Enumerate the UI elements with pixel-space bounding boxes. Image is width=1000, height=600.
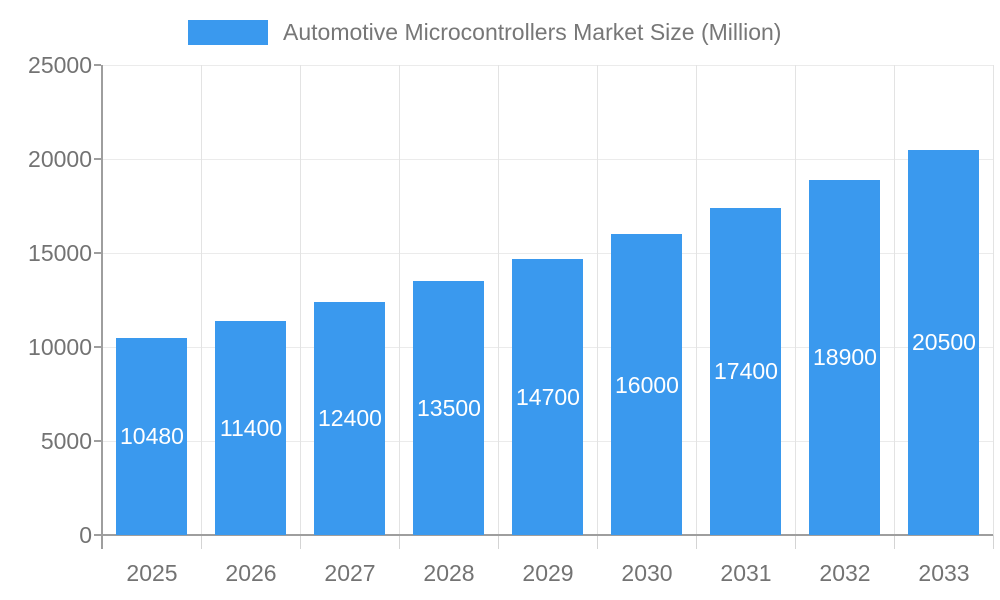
x-axis-tick-label: 2031: [720, 560, 772, 586]
y-axis-tick-label: 20000: [28, 146, 92, 172]
x-axis-tick: [300, 535, 301, 549]
gridline-horizontal: [102, 65, 993, 66]
y-axis-tick: [94, 64, 101, 66]
legend-swatch: [188, 20, 268, 45]
x-axis-tick: [201, 535, 202, 549]
bar[interactable]: [413, 281, 484, 535]
gridline-vertical: [993, 65, 994, 535]
bar[interactable]: [512, 259, 583, 535]
y-axis-tick: [94, 440, 101, 442]
bar[interactable]: [215, 321, 286, 535]
x-axis-tick: [993, 535, 994, 549]
x-axis-tick-label: 2030: [621, 560, 673, 586]
y-axis-tick-label: 25000: [28, 52, 92, 78]
gridline-horizontal: [102, 253, 993, 254]
bar[interactable]: [116, 338, 187, 535]
legend-item[interactable]: Automotive Microcontrollers Market Size …: [188, 20, 781, 45]
gridline-vertical: [399, 65, 400, 535]
x-axis-tick: [597, 535, 598, 549]
y-axis-tick: [94, 158, 101, 160]
legend-label: Automotive Microcontrollers Market Size …: [283, 19, 782, 45]
x-axis-tick-label: 2027: [324, 560, 376, 586]
gridline-vertical: [201, 65, 202, 535]
bar[interactable]: [908, 150, 979, 535]
gridline-vertical: [795, 65, 796, 535]
y-axis-tick-label: 15000: [28, 240, 92, 266]
gridline-vertical: [300, 65, 301, 535]
x-axis-tick-label: 2033: [918, 560, 970, 586]
x-axis-tick: [696, 535, 697, 549]
gridline-horizontal: [102, 159, 993, 160]
x-axis-tick-label: 2028: [423, 560, 475, 586]
bar[interactable]: [809, 180, 880, 535]
y-axis-tick-label: 10000: [28, 334, 92, 360]
x-axis-tick-label: 2026: [225, 560, 277, 586]
x-axis-tick: [894, 535, 895, 549]
gridline-vertical: [597, 65, 598, 535]
bar[interactable]: [314, 302, 385, 535]
bar[interactable]: [710, 208, 781, 535]
y-axis-line: [101, 65, 103, 549]
y-axis-tick-label: 0: [79, 522, 92, 548]
x-axis-tick: [795, 535, 796, 549]
y-axis-tick: [94, 252, 101, 254]
gridline-vertical: [696, 65, 697, 535]
x-axis-tick-label: 2029: [522, 560, 574, 586]
bar[interactable]: [611, 234, 682, 535]
x-axis-tick-label: 2032: [819, 560, 871, 586]
x-axis-tick: [399, 535, 400, 549]
x-axis-tick-label: 2025: [126, 560, 178, 586]
gridline-vertical: [894, 65, 895, 535]
x-axis-tick: [498, 535, 499, 549]
gridline-vertical: [498, 65, 499, 535]
y-axis-tick: [94, 346, 101, 348]
y-axis-tick-label: 5000: [40, 428, 92, 454]
x-axis-line: [95, 534, 993, 536]
